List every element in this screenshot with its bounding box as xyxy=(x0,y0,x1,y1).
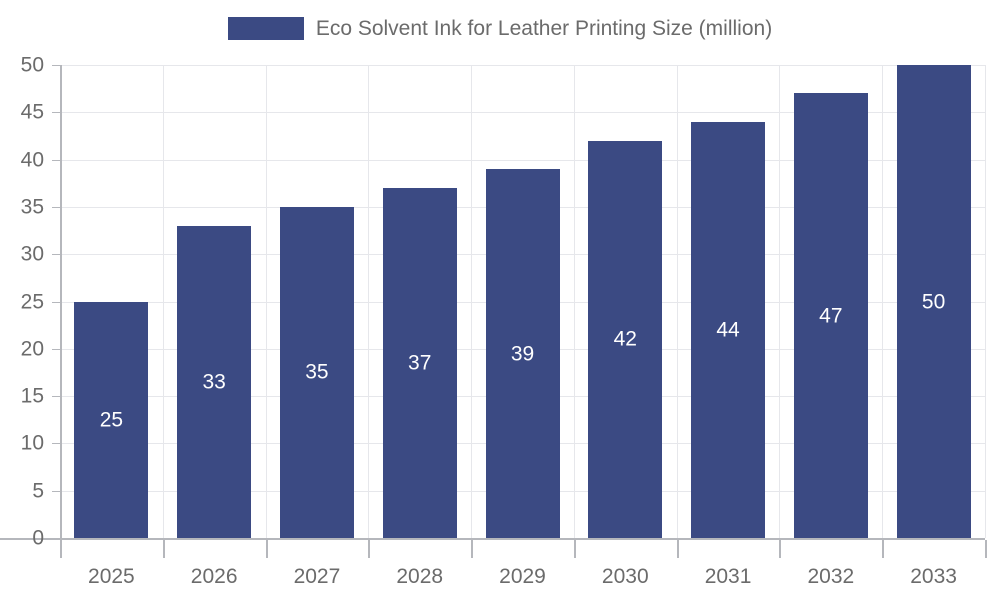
x-axis-tick-label: 2030 xyxy=(601,565,649,588)
gridline-horizontal xyxy=(60,159,985,161)
x-axis-tick-label: 2031 xyxy=(704,565,752,588)
gridline-horizontal xyxy=(60,112,985,114)
bar[interactable] xyxy=(588,140,663,538)
x-axis-tick-mark xyxy=(471,540,474,558)
y-axis-tick-label: 35 xyxy=(20,195,44,219)
gridline-vertical xyxy=(573,65,575,538)
bar[interactable] xyxy=(485,169,560,538)
y-axis-tick-label: 40 xyxy=(20,148,44,172)
x-axis-tick-mark xyxy=(60,540,62,558)
y-axis-tick-label: 45 xyxy=(20,100,44,124)
bar[interactable] xyxy=(74,301,149,538)
x-axis-tick-mark xyxy=(779,540,782,558)
x-axis-spine xyxy=(0,538,985,540)
bar[interactable] xyxy=(279,206,354,538)
legend-item-label: Eco Solvent Ink for Leather Printing Siz… xyxy=(315,16,773,40)
y-axis-tick-mark xyxy=(52,254,60,256)
x-axis-tick-label: 2025 xyxy=(88,565,135,588)
y-axis-tick-mark xyxy=(52,159,60,161)
chart-legend: Eco Solvent Ink for Leather Printing Siz… xyxy=(0,0,1000,56)
y-axis-tick-label: 30 xyxy=(20,242,44,266)
x-axis-tick-mark xyxy=(368,540,371,558)
gridline-vertical xyxy=(779,65,781,538)
bar[interactable] xyxy=(793,93,868,538)
bar[interactable] xyxy=(896,65,971,538)
gridline-vertical xyxy=(265,65,267,538)
gridline-vertical xyxy=(882,65,884,538)
x-axis-tick-mark xyxy=(882,540,885,558)
y-axis-tick-label: 20 xyxy=(20,337,44,361)
gridline-vertical xyxy=(368,65,370,538)
x-axis-tick-mark xyxy=(676,540,679,558)
y-axis-tick-label: 15 xyxy=(20,384,44,408)
bar[interactable] xyxy=(691,121,766,538)
x-axis-tick-mark xyxy=(985,540,987,558)
y-axis-tick-mark xyxy=(52,112,60,114)
y-axis-tick-mark xyxy=(52,348,60,350)
x-axis-tick-label: 2029 xyxy=(499,565,546,588)
y-axis-tick-mark xyxy=(52,206,60,208)
x-axis-tick-label: 2027 xyxy=(293,565,341,588)
y-axis-tick-mark xyxy=(52,301,60,303)
y-axis-tick-label: 25 xyxy=(20,290,44,313)
gridline-vertical xyxy=(471,65,473,538)
gridline-vertical xyxy=(676,65,678,538)
legend-swatch-icon xyxy=(227,16,304,40)
gridline-vertical xyxy=(985,65,986,538)
y-axis-tick-mark xyxy=(52,65,60,66)
x-axis-tick-mark xyxy=(573,540,576,558)
y-axis-tick-label: 10 xyxy=(20,431,44,455)
x-axis-tick-mark xyxy=(265,540,268,558)
bar[interactable] xyxy=(177,225,252,538)
x-axis-tick-label: 2026 xyxy=(190,565,238,588)
gridline-horizontal xyxy=(60,65,985,66)
y-axis-spine xyxy=(60,65,62,538)
y-axis-tick-mark xyxy=(52,396,60,398)
x-axis-tick-mark xyxy=(162,540,165,558)
gridline-vertical xyxy=(162,65,164,538)
y-axis-tick-mark xyxy=(52,538,60,539)
x-axis-tick-label: 2033 xyxy=(910,565,957,588)
y-axis-tick-label: 5 xyxy=(32,479,44,503)
y-axis-tick-label: 50 xyxy=(20,53,44,77)
y-axis-tick-mark xyxy=(52,443,60,445)
x-axis-tick-label: 2028 xyxy=(396,565,444,588)
x-axis-tick-label: 2032 xyxy=(807,565,855,588)
legend-item-series-0[interactable]: Eco Solvent Ink for Leather Printing Siz… xyxy=(227,16,773,40)
y-axis-tick-label: 0 xyxy=(32,526,44,550)
bar[interactable] xyxy=(382,187,457,538)
y-axis-tick-mark xyxy=(52,490,60,492)
